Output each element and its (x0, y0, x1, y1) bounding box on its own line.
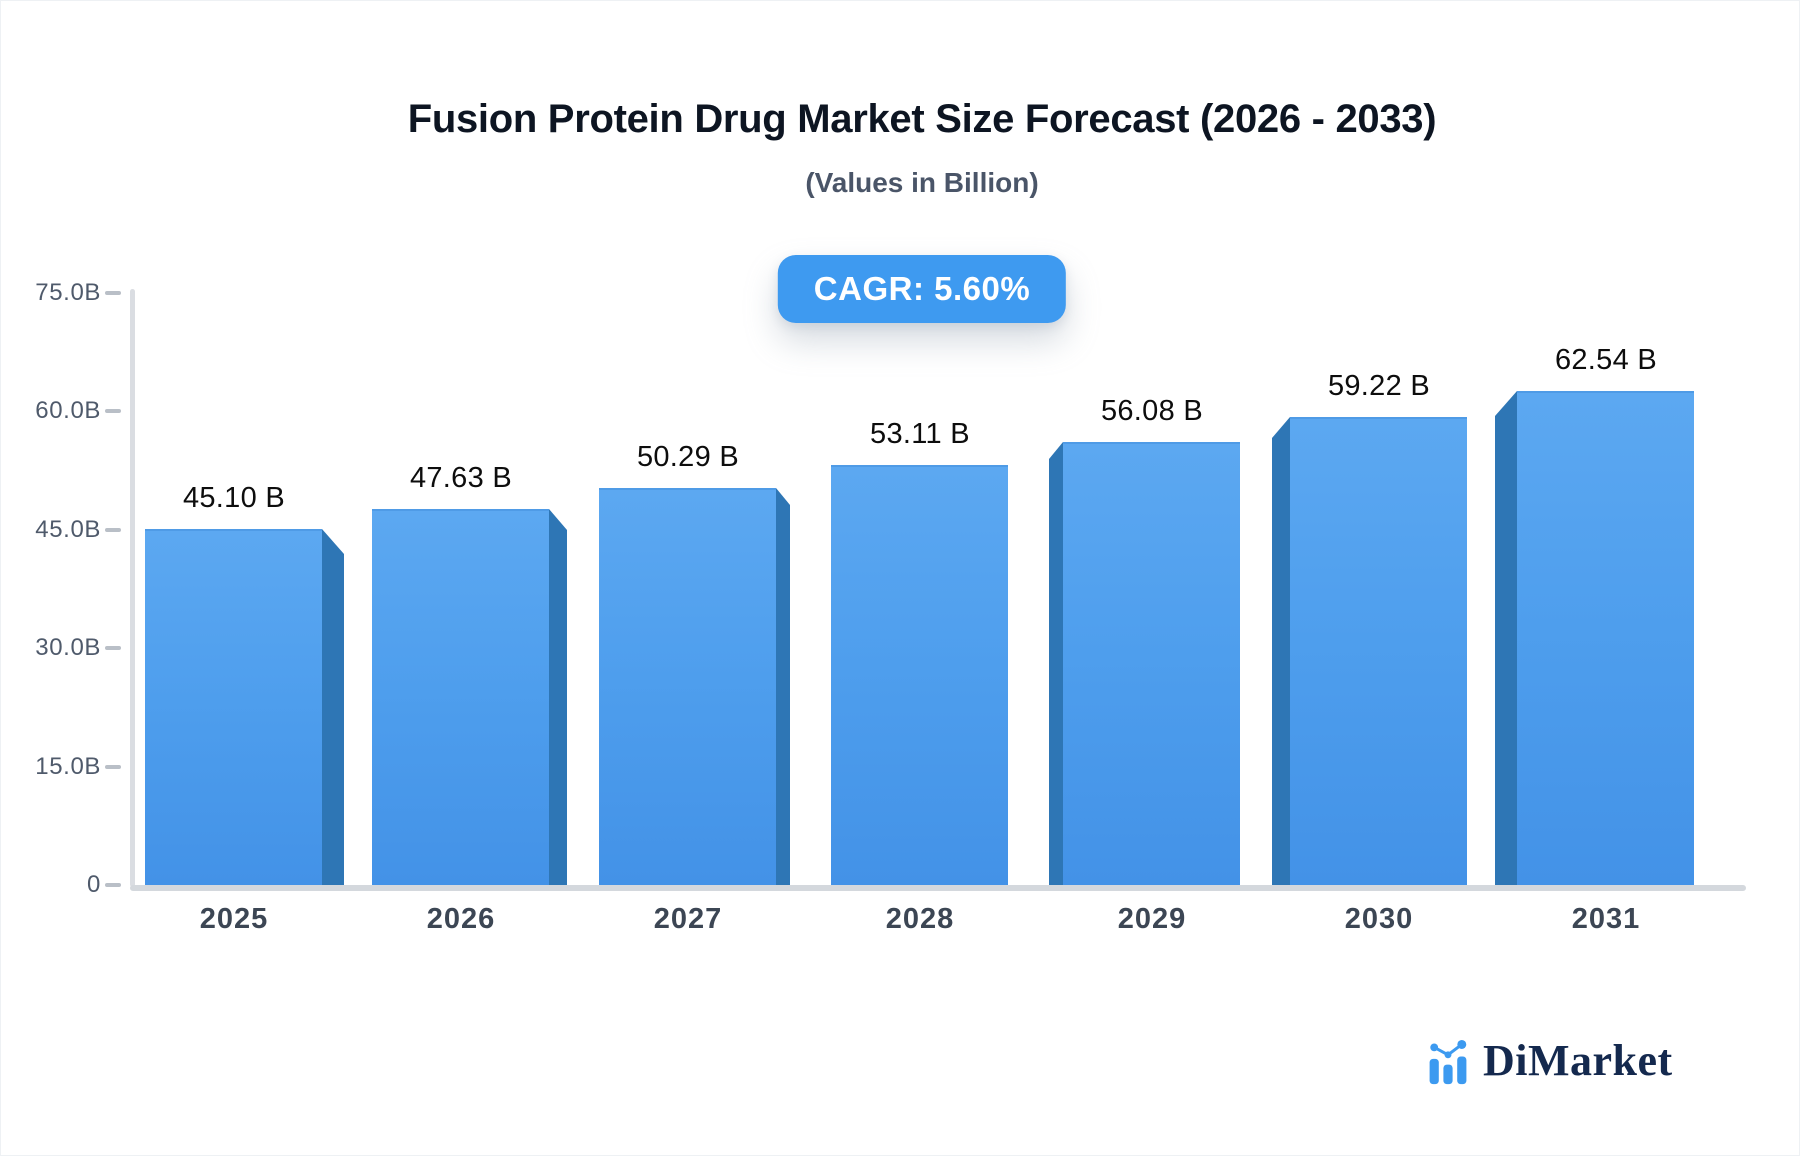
y-axis-label: 75.0B (35, 279, 101, 306)
y-axis-tick-mark (105, 528, 121, 532)
x-axis-baseline (130, 885, 1746, 891)
y-axis-line (130, 289, 135, 887)
y-axis-tick-mark (105, 646, 121, 650)
y-axis-label: 30.0B (35, 634, 101, 661)
bar-3d-side-2029 (1049, 442, 1063, 885)
bar-3d-side-2030 (1272, 417, 1290, 885)
bar-2027[interactable] (599, 488, 776, 885)
chart-title: Fusion Protein Drug Market Size Forecast… (407, 97, 1437, 141)
x-axis-label-2030: 2030 (1344, 903, 1414, 935)
cagr-badge: CAGR: 5.60% (777, 255, 1067, 323)
bar-2031[interactable] (1517, 391, 1694, 885)
dimarket-chart-icon (1429, 1039, 1467, 1085)
bar-2026[interactable] (372, 509, 549, 885)
bar-3d-side-2025 (322, 529, 344, 885)
x-axis-label-2028: 2028 (885, 903, 955, 935)
bar-value-label: 53.11 B (870, 418, 970, 450)
y-axis-label: 0 (87, 871, 101, 898)
y-axis-tick-mark (105, 409, 121, 413)
dimarket-logo-text: DiMarket (1483, 1036, 1673, 1085)
bar-3d-side-2027 (776, 488, 790, 885)
x-axis-label-2026: 2026 (426, 903, 496, 935)
dimarket-logo: DiMarket (1425, 1035, 1673, 1085)
bar-value-label: 50.29 B (636, 441, 740, 473)
y-axis-tick-mark (105, 765, 121, 769)
bar-value-label: 56.08 B (1100, 395, 1204, 427)
bar-value-label: 59.22 B (1327, 370, 1431, 402)
bar-value-label: 62.54 B (1554, 344, 1658, 376)
y-axis-label: 45.0B (35, 516, 101, 543)
bar-2028[interactable] (831, 465, 1008, 885)
bar-value-label: 45.10 B (182, 482, 286, 514)
x-axis-label-2027: 2027 (653, 903, 723, 935)
bar-2025[interactable] (145, 529, 322, 885)
x-axis-label-2025: 2025 (199, 903, 269, 935)
chart-subtitle: (Values in Billion) (805, 167, 1039, 198)
bar-2029[interactable] (1063, 442, 1240, 885)
bar-3d-side-2031 (1495, 391, 1517, 885)
bar-2030[interactable] (1290, 417, 1467, 885)
x-axis-label-2031: 2031 (1571, 903, 1641, 935)
y-axis-tick-mark (105, 291, 121, 295)
y-axis-tick-mark (105, 883, 121, 887)
y-axis-label: 60.0B (35, 397, 101, 424)
x-axis-label-2029: 2029 (1117, 903, 1187, 935)
y-axis-label: 15.0B (35, 753, 101, 780)
bar-3d-side-2026 (549, 509, 567, 885)
bar-value-label: 47.63 B (409, 462, 513, 494)
